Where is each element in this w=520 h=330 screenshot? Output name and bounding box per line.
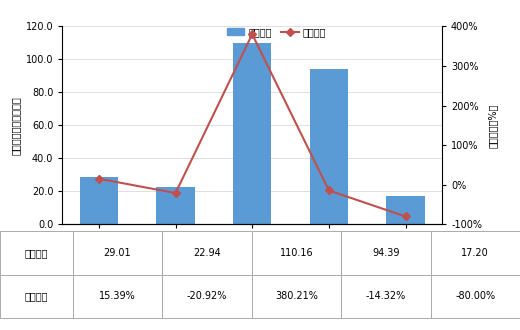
Text: 进口金额: 进口金额 bbox=[24, 248, 48, 258]
Text: 22.94: 22.94 bbox=[193, 248, 221, 258]
Bar bbox=[233, 43, 271, 224]
Text: 同比增长: 同比增长 bbox=[24, 291, 48, 301]
Text: 17.20: 17.20 bbox=[461, 248, 489, 258]
Y-axis label: 进口金额（百万美元）: 进口金额（百万美元） bbox=[10, 96, 20, 155]
Bar bbox=[431, 275, 520, 318]
Text: -80.00%: -80.00% bbox=[455, 291, 496, 301]
Bar bbox=[341, 231, 431, 275]
Bar bbox=[431, 231, 520, 275]
Text: 110.16: 110.16 bbox=[280, 248, 313, 258]
Bar bbox=[157, 186, 194, 224]
Bar bbox=[162, 275, 252, 318]
Bar bbox=[341, 275, 431, 318]
Text: -20.92%: -20.92% bbox=[187, 291, 227, 301]
Text: 94.39: 94.39 bbox=[372, 248, 399, 258]
Bar bbox=[0, 231, 73, 275]
Text: 29.01: 29.01 bbox=[103, 248, 132, 258]
Text: -14.32%: -14.32% bbox=[366, 291, 406, 301]
Legend: 进口金额, 同比增长: 进口金额, 同比增长 bbox=[227, 27, 326, 37]
Bar bbox=[386, 196, 425, 224]
Bar bbox=[73, 231, 162, 275]
Bar bbox=[80, 177, 118, 224]
Text: 15.39%: 15.39% bbox=[99, 291, 136, 301]
Bar bbox=[310, 69, 348, 224]
Text: 380.21%: 380.21% bbox=[275, 291, 318, 301]
Bar bbox=[252, 231, 341, 275]
Bar bbox=[0, 275, 73, 318]
Bar bbox=[73, 275, 162, 318]
Y-axis label: 同比增速（%）: 同比增速（%） bbox=[488, 103, 498, 148]
Bar bbox=[162, 231, 252, 275]
Bar bbox=[252, 275, 341, 318]
